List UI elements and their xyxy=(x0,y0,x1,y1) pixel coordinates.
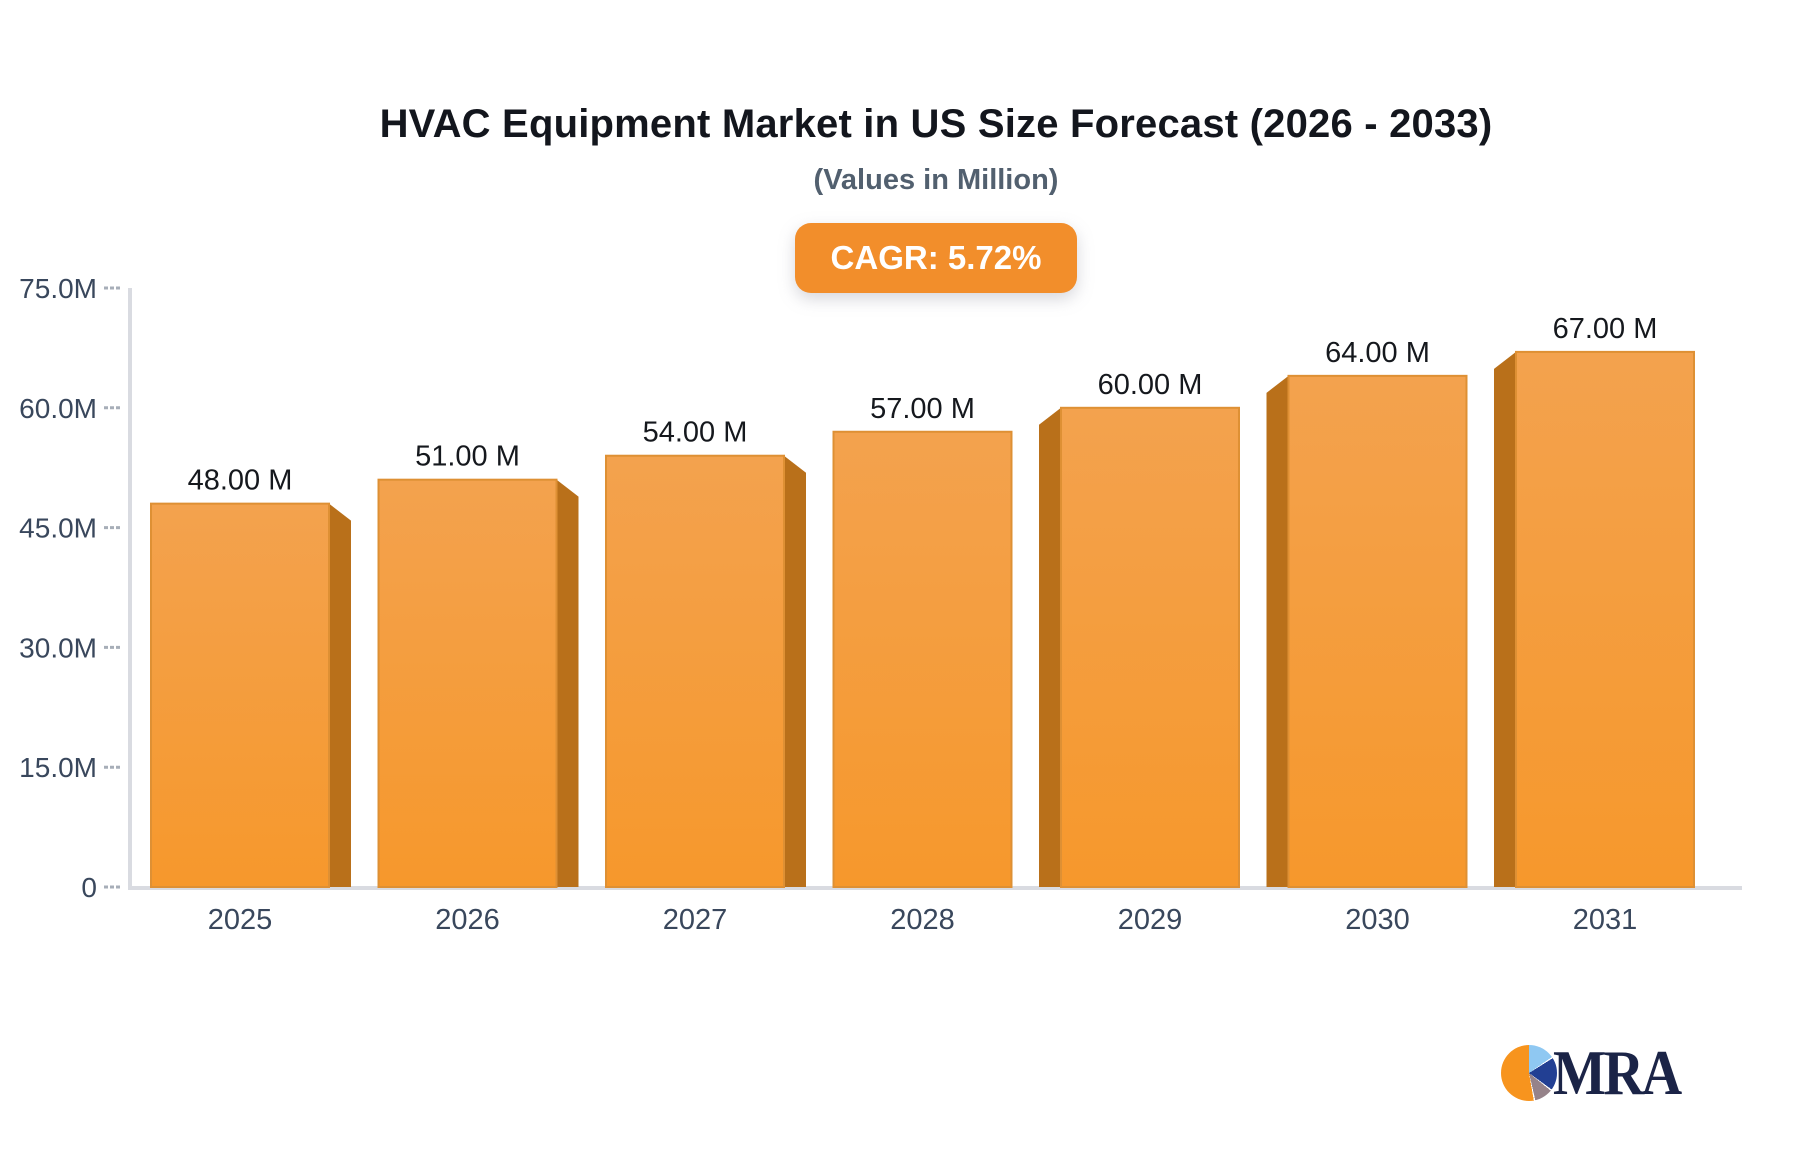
bar-value-label: 67.00 M xyxy=(1553,313,1658,345)
y-tick-label: 60.0M xyxy=(19,393,97,424)
bar xyxy=(1515,350,1695,889)
bar-value-label: 60.00 M xyxy=(1098,369,1203,401)
bar xyxy=(1060,406,1240,888)
bar-value-label: 57.00 M xyxy=(870,393,975,425)
x-axis-label: 2025 xyxy=(208,904,273,936)
bar-value-label: 64.00 M xyxy=(1325,337,1430,369)
bar xyxy=(150,502,330,888)
brand-logo-text: MRA xyxy=(1553,1037,1682,1108)
pie-chart-icon xyxy=(1501,1045,1557,1101)
bar xyxy=(377,478,558,888)
bar xyxy=(605,454,785,888)
chart-subtitle: (Values in Million) xyxy=(813,164,1059,196)
bar-value-label: 51.00 M xyxy=(415,441,520,473)
bar-side xyxy=(1039,407,1061,887)
x-axis-label: 2029 xyxy=(1118,904,1183,936)
x-axis-label: 2026 xyxy=(435,904,500,936)
y-tick-label: 45.0M xyxy=(19,513,97,544)
chart-header: HVAC Equipment Market in US Size Forecas… xyxy=(72,0,1800,293)
x-axis-label: 2031 xyxy=(1573,904,1638,936)
bar-side xyxy=(556,479,579,887)
bar xyxy=(1287,374,1468,888)
y-tick-label: 75.0M xyxy=(19,273,97,304)
bar xyxy=(832,430,1013,888)
y-tick-label: 30.0M xyxy=(19,632,97,663)
bar-side xyxy=(1266,375,1289,887)
bar-side xyxy=(1494,351,1516,888)
x-axis-label: 2030 xyxy=(1345,904,1410,936)
x-axis-label: 2028 xyxy=(890,904,955,936)
x-axis-label: 2027 xyxy=(663,904,728,936)
brand-logo: MRA xyxy=(1501,1041,1697,1105)
y-tick-label: 15.0M xyxy=(19,752,97,783)
bar-value-label: 48.00 M xyxy=(188,465,293,497)
y-tick-label: 0 xyxy=(81,872,97,903)
bar-value-label: 54.00 M xyxy=(643,417,748,449)
bar-side xyxy=(784,455,806,887)
chart-title: HVAC Equipment Market in US Size Forecas… xyxy=(379,102,1493,146)
bar-side xyxy=(329,503,351,887)
cagr-badge: CAGR: 5.72% xyxy=(794,223,1078,293)
